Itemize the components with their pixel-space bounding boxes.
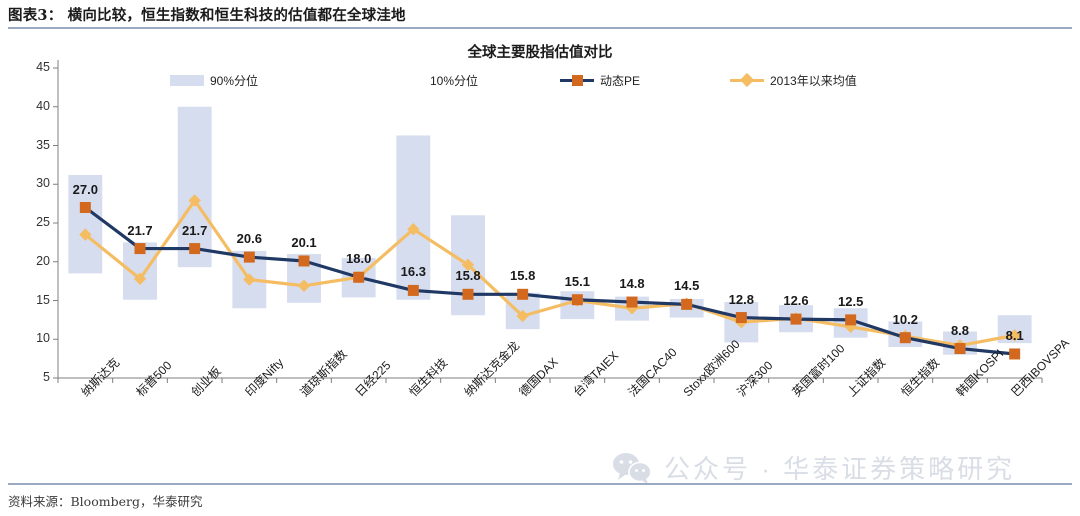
y-tick-label: 10 (36, 331, 50, 346)
avg-marker (516, 309, 529, 323)
legend-swatch-avg-line-icon (730, 72, 764, 87)
avg-marker (407, 223, 420, 236)
pe-marker (407, 284, 419, 296)
y-tick-label: 20 (36, 253, 50, 268)
pe-marker (243, 251, 255, 263)
legend-label-p10: 10%分位 (430, 73, 479, 88)
pe-data-label: 18.0 (346, 251, 372, 267)
pe-marker (735, 312, 747, 324)
pe-data-label: 14.8 (619, 276, 645, 292)
y-tick-label: 45 (36, 60, 50, 74)
y-tick-label: 5 (43, 370, 50, 384)
pe-data-label: 15.8 (455, 268, 481, 284)
percentile-band (68, 174, 103, 274)
wechat-icon (613, 452, 652, 484)
pe-data-label: 12.6 (783, 293, 809, 309)
pe-data-label: 12.5 (838, 293, 864, 309)
y-tick-label: 15 (36, 292, 50, 307)
pe-data-label: 16.3 (400, 264, 426, 280)
avg-marker (1008, 329, 1021, 342)
pe-marker (626, 296, 638, 308)
pe-data-label: 8.1 (1005, 327, 1024, 343)
pe-data-label: 15.8 (510, 268, 536, 284)
legend-item-avg: 2013年以来均值 (730, 70, 857, 90)
exhibit-title: 图表3： 横向比较，恒生指数和恒生科技的估值都在全球洼地 (8, 6, 406, 24)
legend-item-p10: 10%分位 (390, 70, 478, 90)
legend-label-pe: 动态PE (600, 73, 641, 88)
pe-marker (462, 288, 474, 300)
pe-line (84, 206, 1015, 356)
percentile-band (177, 106, 212, 268)
pe-data-label: 20.6 (236, 231, 262, 247)
avg-marker (79, 228, 92, 241)
chart-legend: 90%分位 10%分位 动态PE 2013年以来均值 (170, 70, 1030, 90)
chart-title: 全球主要股指估值对比 (467, 44, 613, 61)
y-tick-label: 35 (36, 137, 50, 152)
pe-data-label: 27.0 (72, 181, 98, 197)
pe-data-label: 21.7 (182, 222, 208, 238)
y-tick-label: 30 (36, 176, 50, 191)
y-tick-label: 25 (36, 215, 50, 229)
legend-label-p90: 90%分位 (210, 73, 259, 88)
pe-marker (79, 202, 91, 213)
pe-marker (899, 332, 911, 344)
header-divider (8, 27, 1072, 29)
legend-swatch-pe-line-icon (560, 74, 594, 86)
avg-marker (188, 194, 201, 207)
pe-data-label: 8.8 (950, 322, 970, 338)
plot-svg (53, 60, 1043, 383)
pe-data-label: 21.7 (127, 222, 153, 238)
percentile-band (396, 135, 431, 300)
avg-marker (133, 272, 147, 285)
pe-marker (189, 243, 201, 255)
avg-marker (243, 273, 256, 286)
avg-line (84, 198, 1015, 348)
avg-marker (297, 279, 311, 292)
footer-divider (8, 483, 1072, 485)
pe-marker (134, 243, 146, 255)
watermark: 公众号 · 华泰证券策略研究 (612, 449, 1015, 486)
square-marker-icon (572, 74, 583, 86)
legend-item-pe: 动态PE (560, 70, 640, 90)
avg-marker (461, 258, 475, 272)
pe-marker (517, 288, 529, 300)
pe-marker (681, 298, 693, 310)
source-note: 资料来源：Bloomberg，华泰研究 (8, 494, 203, 509)
pe-data-label: 15.1 (564, 273, 590, 289)
pe-marker (353, 271, 365, 283)
pe-marker (954, 343, 966, 355)
legend-item-p90: 90%分位 (170, 70, 258, 90)
pe-marker (1009, 348, 1021, 360)
watermark-text: 公众号 · 华泰证券策略研究 (664, 454, 1016, 484)
pe-marker (571, 294, 583, 306)
pe-data-label: 14.5 (674, 278, 700, 294)
pe-marker (845, 314, 857, 326)
pe-data-label: 12.8 (728, 291, 754, 307)
pe-marker (790, 313, 802, 325)
pe-data-label: 20.1 (291, 234, 317, 250)
plot-area: 5 10 15 20 25 30 35 40 45 纳斯达克 标普500 创业板 印度Nifty 道琼斯… (0, 30, 1080, 480)
legend-label-avg: 2013年以来均值 (770, 73, 857, 88)
chart-figure: 全球主要股指估值对比 90%分位 10%分位 动态PE 2013年以来均值 (0, 30, 1080, 480)
pe-marker (298, 255, 310, 267)
y-tick-label: 40 (36, 98, 50, 113)
legend-swatch-band-icon (170, 74, 204, 86)
pe-data-label: 10.2 (892, 311, 918, 327)
exhibit-header: 图表3： 横向比较，恒生指数和恒生科技的估值都在全球洼地 (0, 0, 1080, 28)
legend-swatch-band-empty-icon (390, 74, 424, 86)
